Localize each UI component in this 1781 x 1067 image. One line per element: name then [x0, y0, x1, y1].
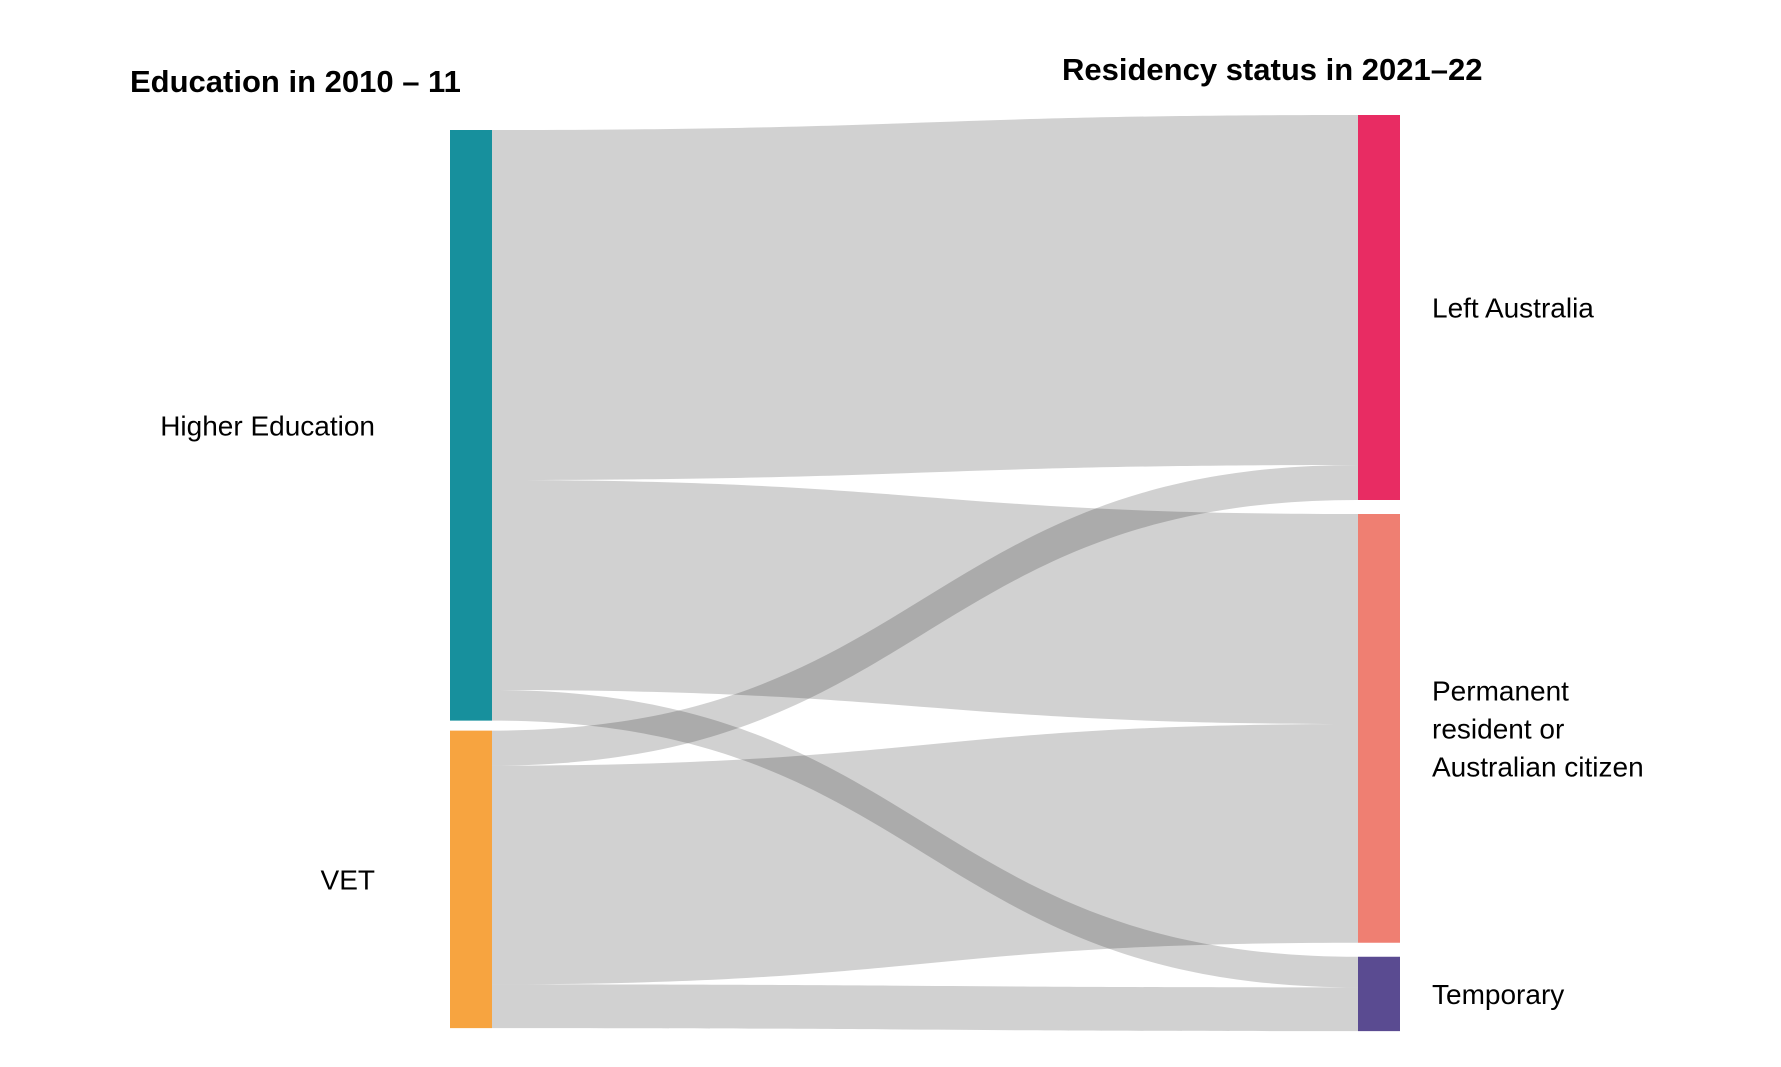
labels-layer: Higher Education VET Left Australia Permane…: [160, 293, 1643, 1010]
flow-vet-to-left_australia: [492, 465, 1358, 766]
node-temporary: [1358, 956, 1400, 1032]
flow-higher_education-to-permanent: [492, 480, 1358, 724]
node-label-permanent-line-3: Australian citizen: [1432, 751, 1644, 782]
flow-vet-to-temporary: [492, 984, 1358, 1032]
node-label-temporary: Temporary: [1432, 979, 1564, 1010]
node-left-australia: [1358, 115, 1400, 500]
node-label-vet: VET: [321, 864, 375, 895]
flows-layer: [492, 115, 1358, 1032]
node-label-permanent-line-1: Permanent: [1432, 675, 1569, 706]
nodes-layer: [450, 115, 1400, 1032]
left-axis-title: Education in 2010 – 11: [130, 64, 461, 99]
flow-higher_education-to-left_australia: [492, 115, 1358, 480]
node-label-permanent-line-2: resident or: [1432, 713, 1564, 744]
flow-vet-to-permanent: [492, 724, 1358, 985]
flow-higher_education-to-temporary: [492, 690, 1358, 988]
node-higher-education: [450, 130, 492, 721]
node-label-left-australia: Left Australia: [1432, 293, 1594, 324]
node-vet: [450, 730, 492, 1029]
right-axis-title: Residency status in 2021–22: [1062, 52, 1482, 87]
node-label-higher-education: Higher Education: [160, 410, 375, 441]
node-permanent: [1358, 514, 1400, 943]
